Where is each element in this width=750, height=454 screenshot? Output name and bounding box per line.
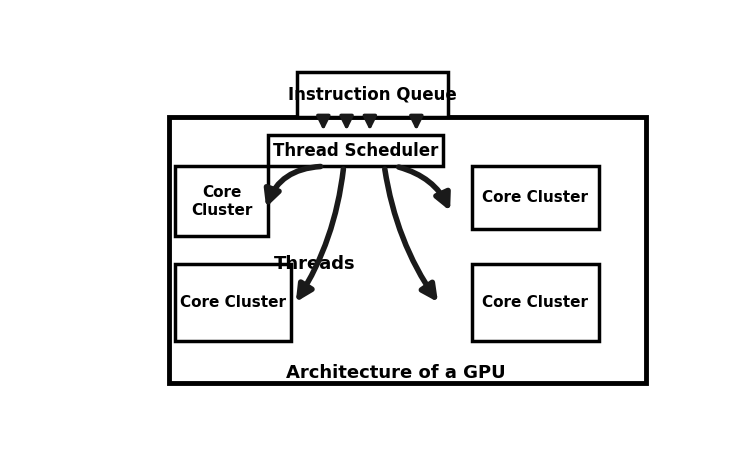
Text: Instruction Queue: Instruction Queue	[288, 86, 457, 104]
Text: Threads: Threads	[274, 255, 356, 273]
Text: Core Cluster: Core Cluster	[482, 295, 589, 310]
FancyBboxPatch shape	[175, 166, 268, 236]
Text: Core
Cluster: Core Cluster	[191, 185, 252, 217]
Text: Core Cluster: Core Cluster	[482, 190, 589, 205]
FancyBboxPatch shape	[472, 166, 599, 229]
FancyBboxPatch shape	[472, 264, 599, 341]
FancyBboxPatch shape	[175, 264, 291, 341]
FancyBboxPatch shape	[268, 135, 442, 166]
Text: Thread Scheduler: Thread Scheduler	[273, 142, 438, 160]
Text: Core Cluster: Core Cluster	[180, 295, 286, 310]
Text: Architecture of a GPU: Architecture of a GPU	[286, 364, 506, 382]
FancyBboxPatch shape	[170, 118, 646, 383]
FancyBboxPatch shape	[297, 72, 448, 118]
